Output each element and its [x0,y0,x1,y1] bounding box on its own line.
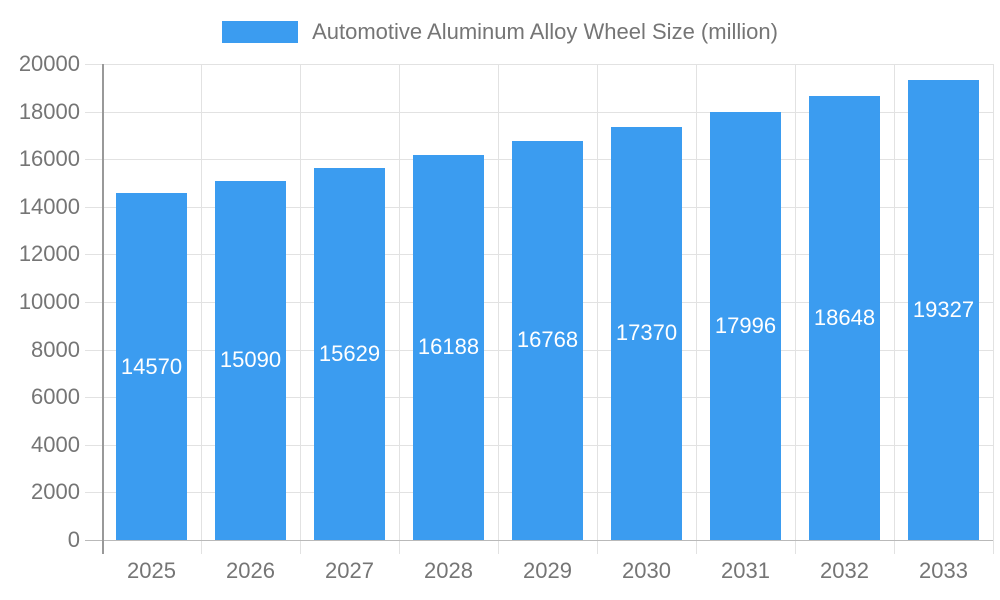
x-tick-label: 2026 [226,558,275,583]
bar-2030 [611,126,682,540]
bar-value-label: 18648 [813,305,876,331]
vertical-gridline [894,64,895,554]
vertical-gridline [696,64,697,554]
y-tick-label: 14000 [18,193,80,219]
vertical-gridline [795,64,796,554]
bar-value-label: 14570 [120,353,183,379]
x-tick-label: 2030 [622,558,671,583]
vertical-gridline [498,64,499,554]
horizontal-gridline [85,540,993,541]
y-tick-label: 12000 [18,241,80,267]
vertical-gridline [201,64,202,554]
legend-swatch [222,21,299,43]
x-tick-label: 2031 [721,558,770,583]
vertical-gridline [300,64,301,554]
y-axis-line [102,64,104,554]
bar-value-label: 16188 [417,334,480,360]
y-tick-label: 6000 [31,384,80,410]
bar-value-label: 15629 [318,341,381,366]
bar-2032 [809,96,880,540]
x-tick-label: 2027 [325,558,374,583]
x-tick-label: 2033 [919,558,968,583]
y-tick-label: 0 [67,527,80,552]
bar-2025 [116,193,187,540]
legend-label: Automotive Aluminum Alloy Wheel Size (mi… [312,19,778,44]
x-tick-label: 2032 [820,558,869,583]
bar-2027 [314,168,385,540]
bar-value-label: 16768 [516,327,579,353]
vertical-gridline [399,64,400,554]
bar-value-label: 15090 [219,347,282,373]
y-tick-label: 18000 [18,98,80,124]
bar-value-label: 17996 [714,312,777,338]
y-tick-label: 2000 [31,479,80,505]
y-tick-label: 8000 [31,336,80,362]
horizontal-gridline [85,111,993,113]
y-tick-label: 10000 [18,289,80,314]
y-tick-label: 4000 [31,431,80,457]
x-tick-label: 2025 [127,558,176,583]
horizontal-gridline [85,64,993,65]
bar-2031 [710,111,781,540]
vertical-gridline [597,64,598,554]
legend[interactable]: Automotive Aluminum Alloy Wheel Size (mi… [0,19,1000,45]
x-tick-label: 2028 [424,558,473,583]
bar-2026 [215,180,286,540]
y-tick-label: 16000 [18,146,80,172]
x-tick-label: 2029 [523,558,572,583]
bar-value-label: 17370 [615,320,678,346]
y-tick-label: 20000 [18,51,80,76]
bar-2029 [512,140,583,540]
bar-2028 [413,154,484,540]
bar-value-label: 19327 [912,297,975,322]
bar-2033 [908,80,979,540]
vertical-gridline [993,64,994,554]
